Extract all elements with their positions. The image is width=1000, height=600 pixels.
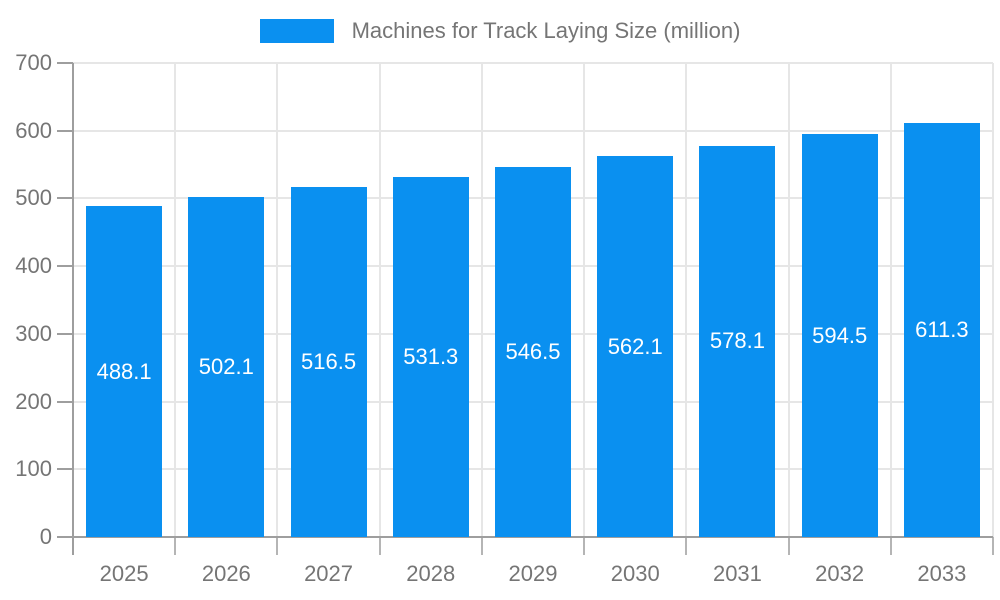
bar[interactable] [801, 134, 878, 537]
v-gridline [787, 63, 790, 537]
x-axis-label: 2033 [917, 561, 967, 586]
y-tick [57, 197, 73, 200]
y-axis-label: 0 [39, 524, 52, 549]
x-tick [378, 537, 381, 555]
x-axis-label: 2031 [712, 561, 762, 586]
x-tick [174, 537, 177, 555]
y-tick [57, 62, 73, 64]
x-axis-line [73, 536, 993, 538]
bar-value-label: 562.1 [607, 333, 663, 359]
bar[interactable] [699, 145, 776, 537]
y-tick [57, 265, 73, 268]
x-axis-label: 2029 [508, 561, 558, 586]
x-tick [480, 537, 483, 555]
legend-label: Machines for Track Laying Size (million) [351, 18, 741, 43]
y-tick [57, 400, 73, 403]
x-axis-label: 2027 [304, 561, 354, 586]
v-gridline [685, 63, 688, 537]
bar[interactable] [188, 197, 265, 537]
v-gridline [174, 63, 177, 537]
y-tick [57, 468, 73, 471]
y-axis-label: 100 [15, 456, 52, 482]
y-axis-label: 200 [15, 388, 52, 414]
y-tick [57, 332, 73, 335]
x-tick [889, 537, 892, 555]
x-axis-label: 2026 [201, 561, 251, 586]
h-gridline [73, 62, 993, 64]
x-tick [685, 537, 688, 555]
y-axis-label: 500 [15, 185, 52, 211]
h-gridline [73, 129, 993, 132]
x-axis-label: 2028 [406, 561, 456, 586]
y-axis-label: 600 [15, 117, 52, 143]
y-axis-line [72, 63, 74, 537]
bar[interactable] [903, 123, 980, 537]
y-tick [57, 129, 73, 132]
y-axis-label: 400 [15, 253, 52, 279]
bar[interactable] [495, 166, 571, 537]
x-tick [787, 537, 790, 555]
x-tick [276, 537, 279, 555]
legend-swatch [259, 19, 334, 43]
bar[interactable] [597, 156, 674, 537]
x-axis-label: 2032 [815, 561, 865, 586]
bar[interactable] [86, 206, 163, 537]
x-axis-label: 2025 [99, 561, 149, 586]
bar-value-label: 594.5 [812, 322, 868, 348]
bar-value-label: 611.3 [915, 317, 969, 343]
bar-value-label: 502.1 [198, 354, 254, 379]
v-gridline [378, 63, 381, 537]
bar-value-label: 488.1 [96, 358, 152, 384]
v-gridline [992, 63, 994, 537]
v-gridline [889, 63, 892, 537]
v-gridline [276, 63, 279, 537]
x-tick [992, 537, 994, 555]
bar-value-label: 546.5 [505, 338, 561, 364]
y-axis-label: 300 [15, 320, 52, 346]
x-tick [583, 537, 586, 555]
bar[interactable] [392, 177, 469, 537]
y-tick [57, 536, 73, 538]
bar-value-label: 578.1 [709, 328, 765, 354]
bar-value-label: 531.3 [403, 344, 459, 370]
legend[interactable]: Machines for Track Laying Size (million) [0, 18, 1000, 44]
bar[interactable] [290, 187, 367, 537]
x-axis-label: 2030 [610, 561, 660, 586]
v-gridline [583, 63, 586, 537]
v-gridline [480, 63, 483, 537]
y-axis-label: 700 [15, 50, 52, 75]
bar-value-label: 516.5 [301, 349, 357, 375]
x-tick [72, 537, 74, 555]
